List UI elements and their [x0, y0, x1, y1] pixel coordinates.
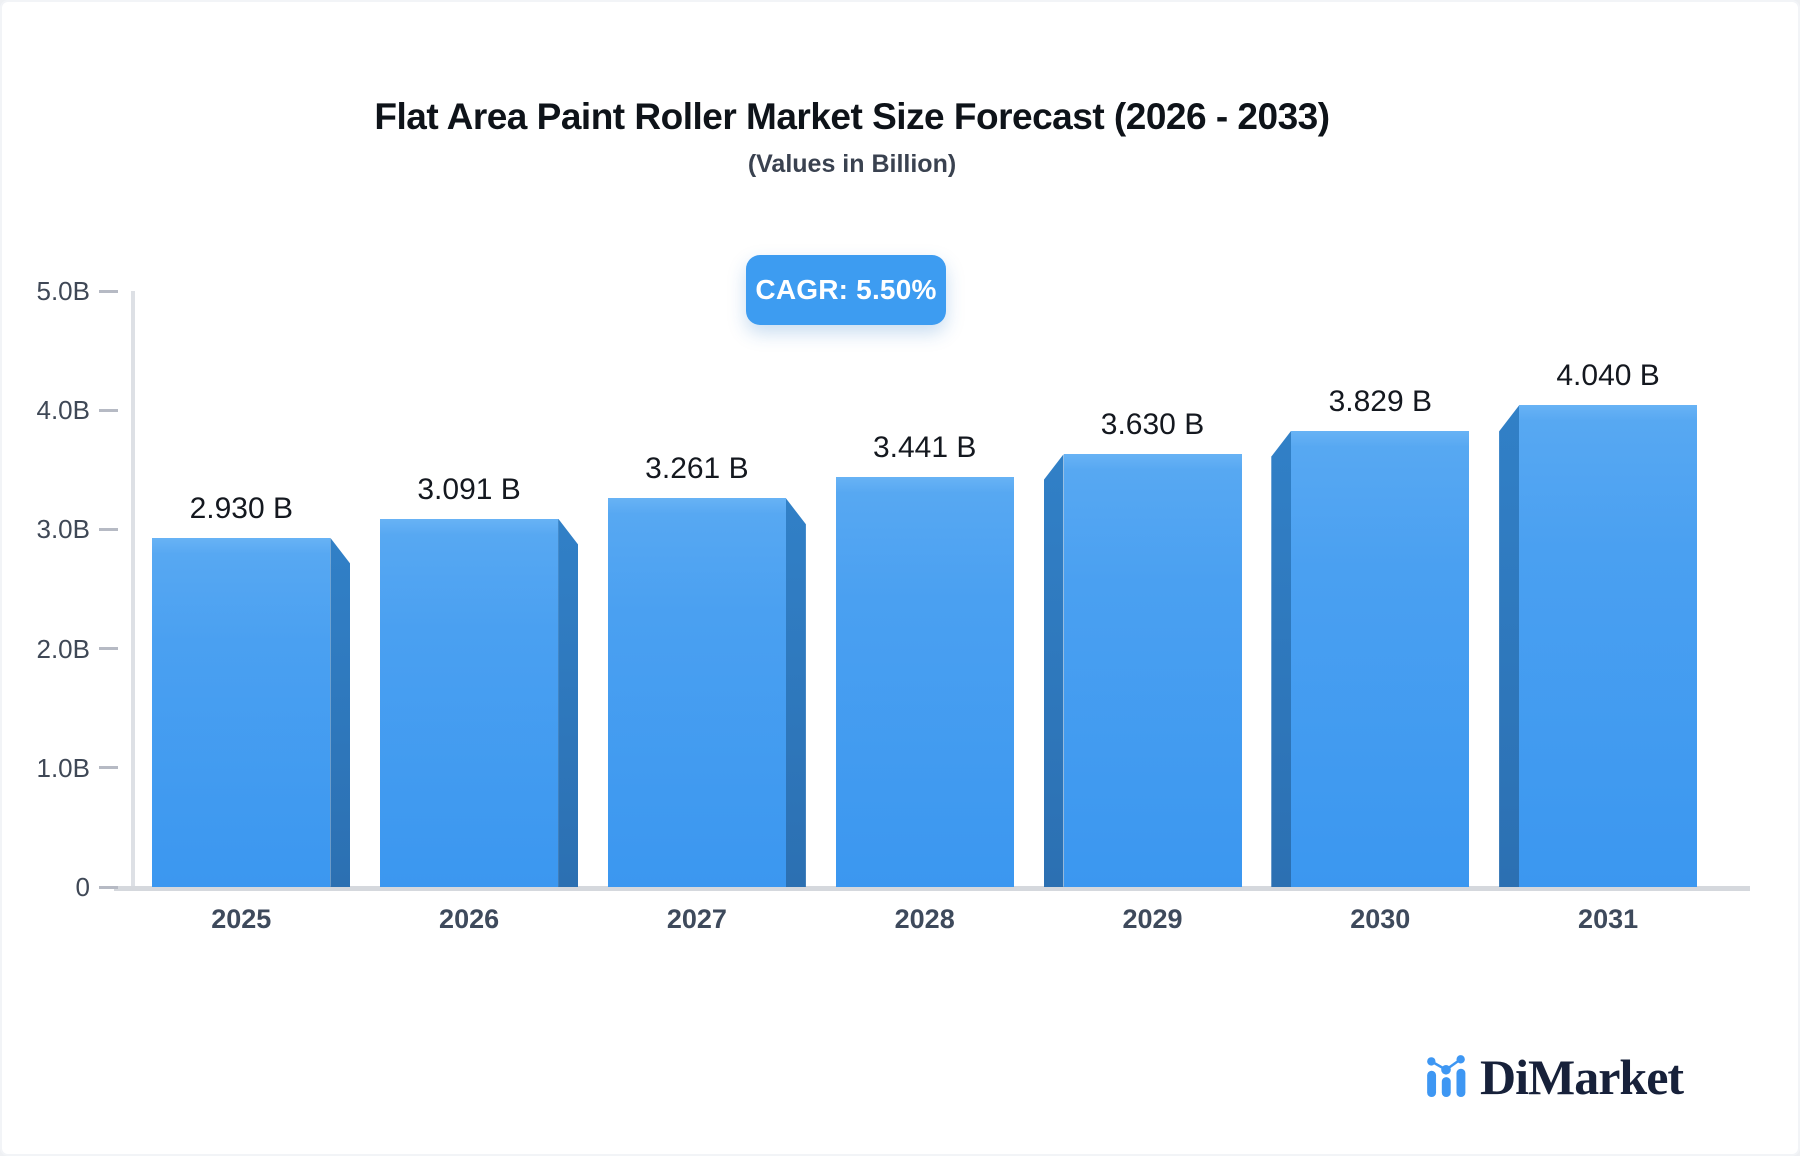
bar-side-2030 [1271, 430, 1292, 887]
y-tick [99, 885, 118, 889]
chart-subtitle: (Values in Billion) [747, 150, 957, 178]
chart-title: Flat Area Paint Roller Market Size Forec… [374, 96, 1330, 137]
y-axis-line [131, 291, 135, 888]
y-tick [99, 289, 118, 293]
x-axis-label: 2027 [666, 904, 727, 934]
x-axis-label: 2028 [894, 904, 955, 934]
bar-2029 [1063, 454, 1242, 887]
y-tick-label: 4.0B [36, 395, 91, 426]
x-axis-baseline [114, 886, 1750, 891]
bar-2026 [380, 518, 559, 887]
bar-2028 [835, 476, 1014, 887]
y-tick [99, 766, 118, 770]
bar-side-2027 [785, 498, 806, 887]
x-axis-label: 2025 [211, 904, 272, 934]
bar-2030 [1291, 430, 1470, 887]
cagr-badge: CAGR: 5.50% [746, 255, 946, 325]
x-axis-label: 2026 [439, 904, 500, 934]
brand-name: DiMarket [1480, 1049, 1684, 1105]
y-tick-label: 1.0B [36, 752, 91, 783]
brand-logo: DiMarket [1426, 1042, 1684, 1105]
bar-2025 [152, 537, 331, 887]
bar-2031 [1519, 405, 1698, 887]
y-tick [99, 408, 118, 412]
bar-value-label: 4.040 B [1556, 359, 1660, 393]
dimarket-bar-chart-icon [1426, 1053, 1466, 1102]
bar-value-label: 3.261 B [645, 452, 749, 486]
bar-side-2031 [1499, 405, 1520, 887]
y-tick-label: 0 [75, 872, 90, 902]
y-tick-label: 5.0B [36, 276, 91, 306]
bar-value-label: 3.829 B [1328, 384, 1432, 418]
y-tick-label: 3.0B [36, 514, 91, 545]
bar-2027 [607, 498, 786, 887]
bar-value-label: 3.091 B [417, 472, 521, 506]
y-tick [99, 647, 118, 651]
x-axis-label: 2030 [1350, 904, 1411, 934]
y-tick [99, 527, 118, 531]
bar-side-2025 [330, 537, 351, 887]
bar-side-2026 [558, 518, 579, 887]
bar-value-label: 3.630 B [1100, 408, 1205, 442]
bar-side-2029 [1043, 454, 1064, 887]
bar-value-label: 2.930 B [189, 491, 293, 525]
cagr-badge-label: CAGR: 5.50% [755, 274, 937, 305]
x-axis-label: 2029 [1122, 904, 1183, 934]
bar-value-label: 3.441 B [872, 430, 977, 464]
x-axis-label: 2031 [1578, 904, 1639, 934]
y-tick-label: 2.0B [36, 633, 91, 664]
